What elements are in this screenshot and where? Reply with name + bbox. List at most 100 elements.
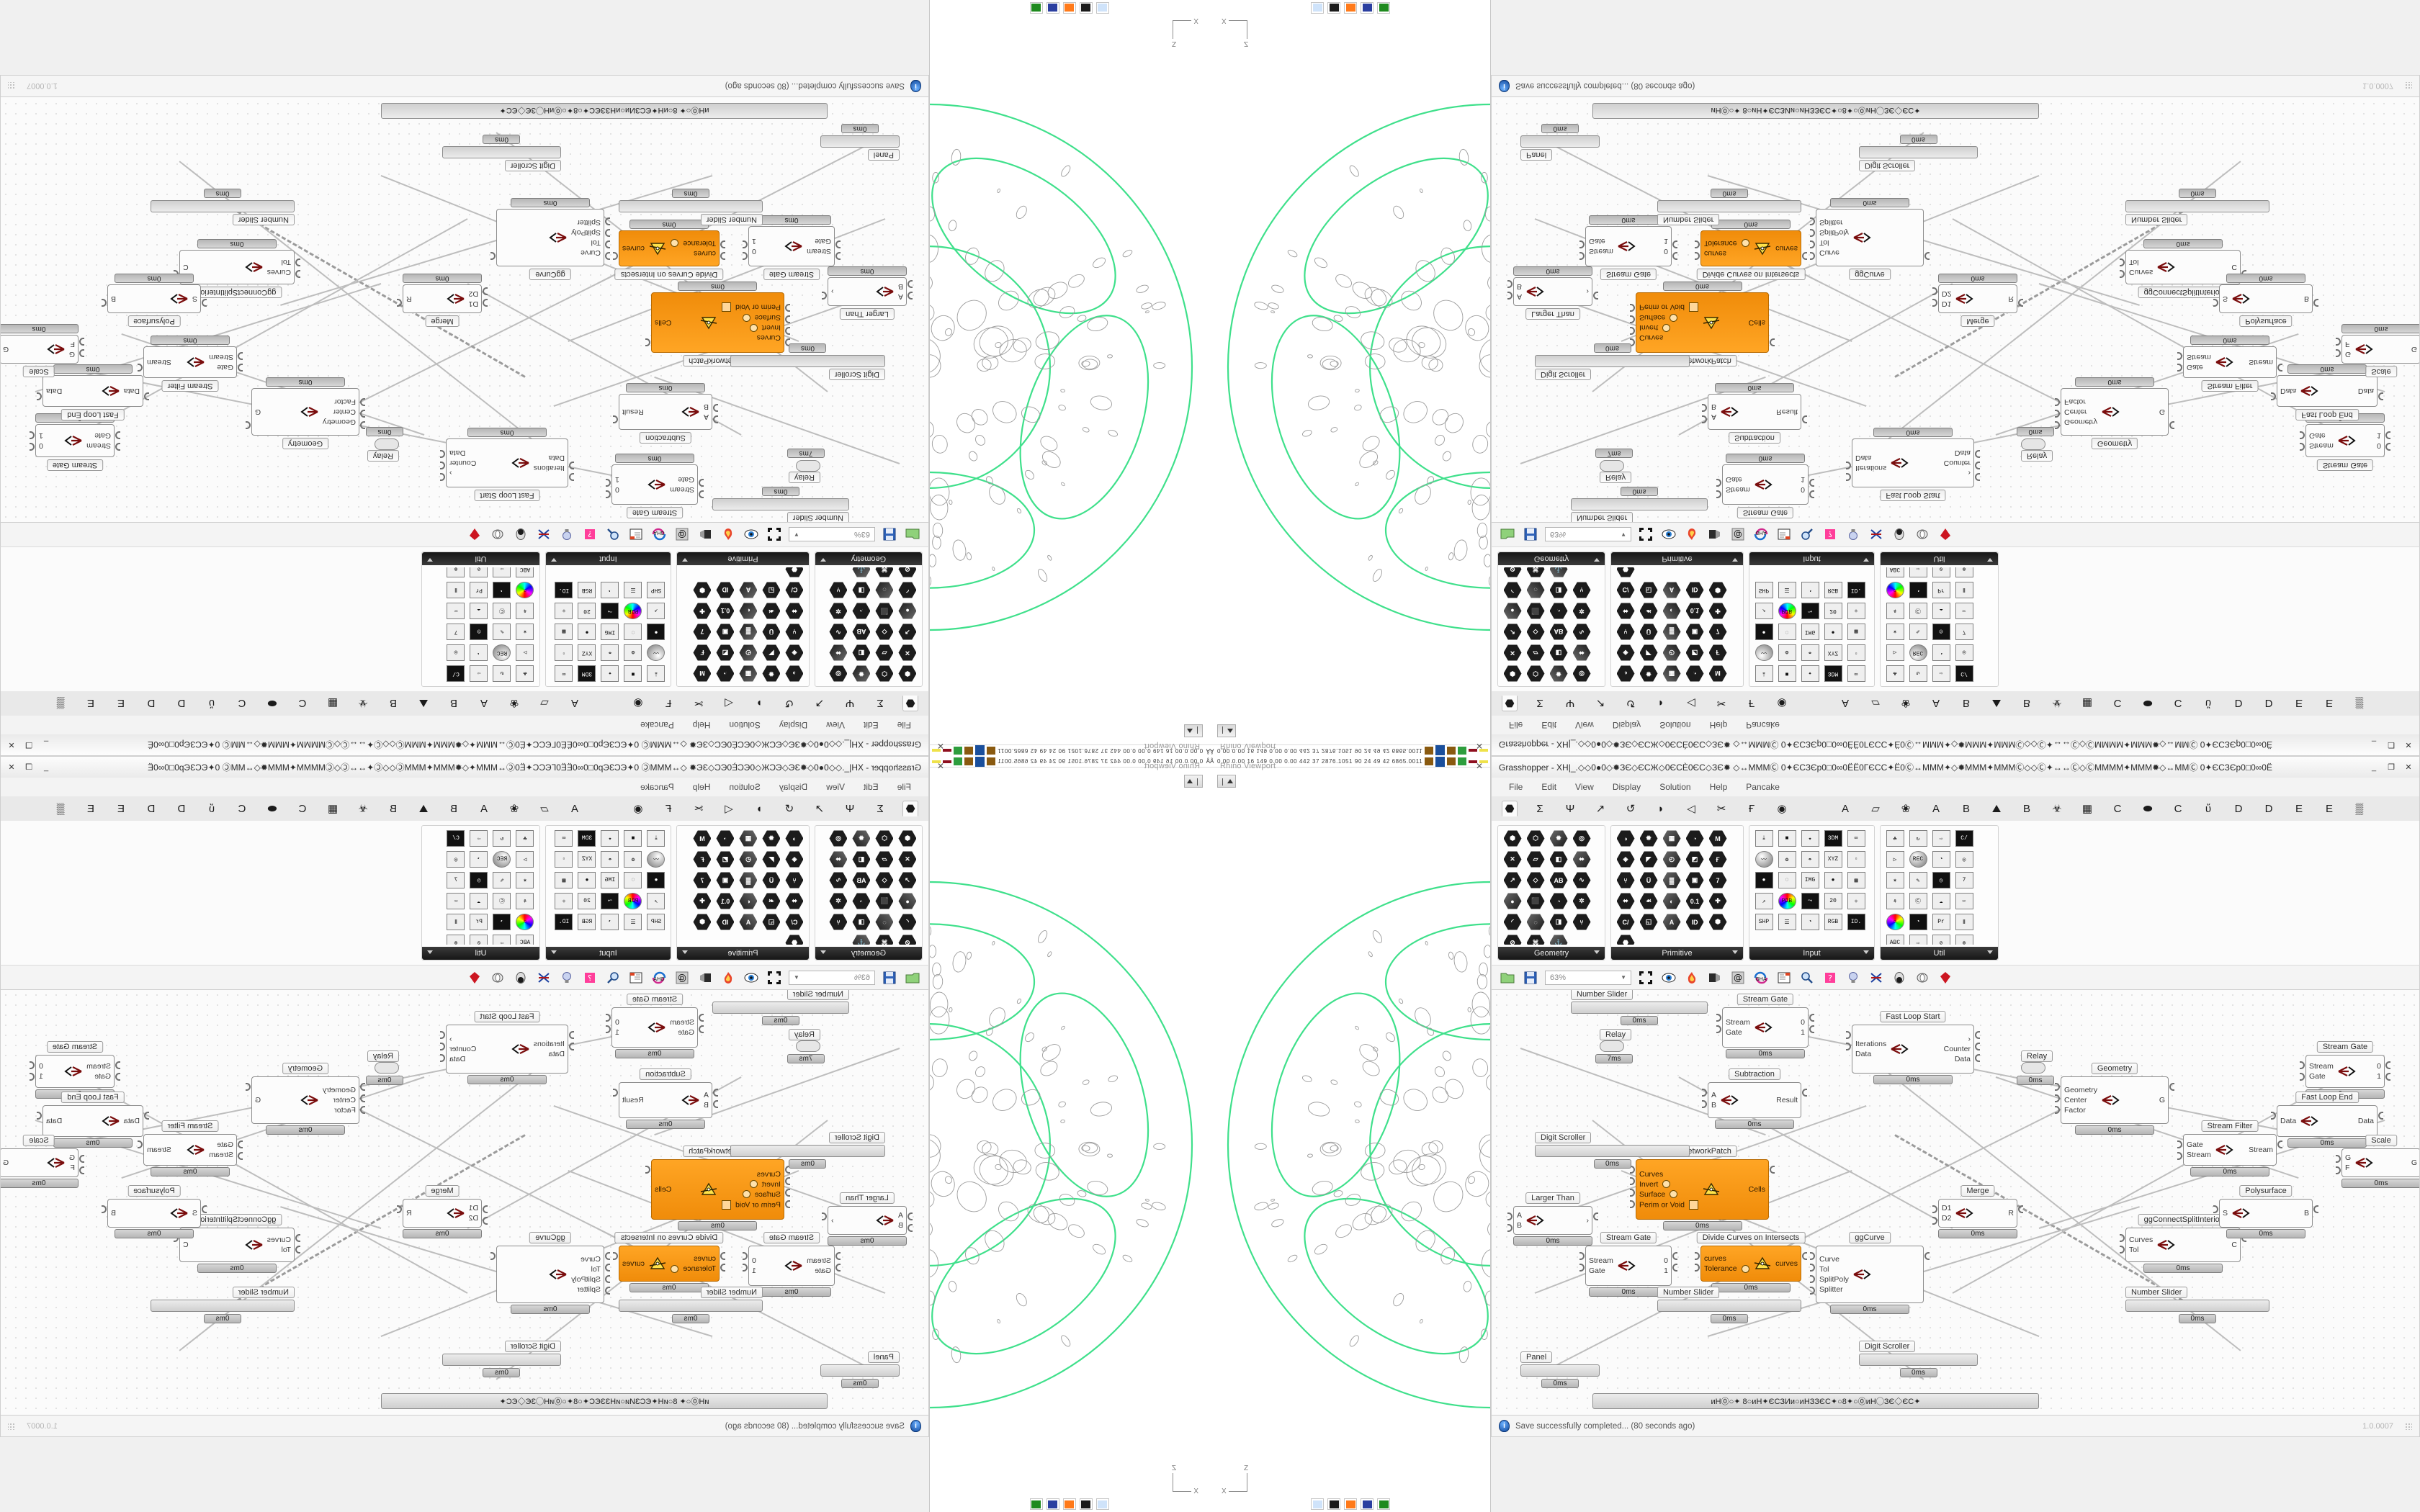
ribbon-group-label[interactable]: Geometry bbox=[815, 947, 922, 960]
component-button[interactable]: ⤳ bbox=[599, 891, 621, 911]
port-toggle[interactable] bbox=[1662, 1180, 1671, 1189]
output-port-label[interactable]: Cells bbox=[655, 318, 672, 327]
port-connector[interactable] bbox=[699, 1014, 704, 1022]
gh-component-node[interactable]: ggCurve Curve Tol SplitPoly Splitter 0ms bbox=[1810, 1232, 1930, 1314]
cluster-icon[interactable] bbox=[1706, 969, 1724, 986]
component-button[interactable]: ↻ bbox=[1907, 664, 1929, 683]
gh-canvas[interactable]: Number Slider 0ms Stream Gate Stream Gate 0 1 0… bbox=[0, 989, 929, 1416]
port-connector[interactable] bbox=[1507, 1224, 1512, 1232]
dropdown-arrow-icon[interactable] bbox=[682, 950, 688, 954]
component-button[interactable]: ∿ bbox=[828, 622, 849, 642]
input-port[interactable]: Data bbox=[2280, 1117, 2296, 1125]
component-button[interactable]: ⬛ bbox=[1525, 601, 1546, 621]
component-button[interactable]: ◷ bbox=[468, 870, 490, 890]
ribbon-group-util[interactable]: ☘ ↻ ⇨ C/▷ REC ◔ ◎ ✶ ✎ ◷ 7 ⚘ Ⓒ ☁ ✂ ○ ◔ Pr Ⅱ ABC ⇨ ⊘ ⊗ Util bbox=[1880, 552, 1999, 687]
tab-params[interactable]: ⬣ bbox=[1502, 801, 1518, 816]
component-button[interactable]: ⇨ bbox=[491, 933, 513, 945]
gh-canvas[interactable]: Number Slider 0ms Stream Gate Stream Gate 0 1 0… bbox=[1491, 989, 2420, 1416]
component-button[interactable]: A bbox=[738, 580, 759, 600]
component-button[interactable]: ◩ bbox=[1684, 643, 1706, 662]
gha-icon[interactable]: GHA bbox=[1752, 526, 1770, 544]
output-port-label[interactable]: curves bbox=[622, 244, 645, 253]
port-connector[interactable] bbox=[490, 252, 496, 260]
ribbon-group-label[interactable]: Primitive bbox=[1611, 947, 1743, 960]
component-button[interactable]: 0.1 bbox=[714, 601, 736, 621]
ribbon-group-primitive[interactable]: ◑ ✹ ▦ ◔ M ◈ ◤ ◴ ◩ Ғ ⑂ Ü ▓ ▣ 7 ⬌ ☙ ◐ 0.1 ✚ C/◱ A ID ⬢ ⬣ Primitive bbox=[676, 552, 810, 687]
component-button[interactable]: ↗ bbox=[897, 622, 918, 642]
component-button[interactable]: ◐ bbox=[1661, 601, 1682, 621]
output-port-label[interactable]: C bbox=[2231, 1241, 2237, 1249]
output-port-label[interactable]: 0 bbox=[752, 247, 756, 256]
input-port[interactable]: G bbox=[2345, 1153, 2351, 1162]
component-button[interactable]: ✹ bbox=[761, 664, 782, 683]
component-button[interactable]: ⌘ bbox=[874, 567, 895, 579]
preview-eye-icon[interactable] bbox=[1660, 526, 1677, 544]
component-button[interactable]: Ⓒ bbox=[1907, 601, 1929, 621]
component-button[interactable]: 〰 bbox=[645, 643, 667, 662]
search-icon[interactable] bbox=[604, 969, 622, 986]
ribbon-group-input[interactable]: ⤓ ■ ✦ 3DM ∞ 〰 ❂ ☂ XYZ ▫ ● ◌ IMG ● ▦ ↗ PDB ⤳ 20 ⚛ SHP ☰ ◔ RGB ID.… bbox=[1749, 552, 1875, 687]
open-file-icon[interactable] bbox=[904, 526, 921, 544]
port-connector[interactable] bbox=[743, 252, 748, 260]
component-button[interactable]: 7 bbox=[1953, 622, 1975, 642]
component-button[interactable]: ⬢ bbox=[1502, 664, 1523, 683]
input-port[interactable]: Stream bbox=[2309, 441, 2334, 450]
gh-component-node[interactable]: Scale G F G 0ms bbox=[0, 324, 84, 377]
maximize-button[interactable]: ❐ bbox=[2388, 763, 2395, 772]
open-file-icon[interactable] bbox=[904, 969, 921, 986]
component-button[interactable]: ◐ bbox=[738, 601, 759, 621]
component-button[interactable]: ▫ bbox=[553, 643, 575, 662]
output-port-label[interactable]: Result bbox=[622, 408, 644, 416]
component-button[interactable]: Ⓒ bbox=[491, 891, 513, 911]
input-port[interactable]: Stream bbox=[1726, 485, 1750, 494]
output-port-label[interactable]: C bbox=[2231, 263, 2237, 271]
output-port-label[interactable]: C bbox=[183, 1241, 189, 1249]
menu-item-edit[interactable]: Edit bbox=[1541, 720, 1557, 730]
port-connector[interactable] bbox=[238, 1140, 243, 1148]
input-port[interactable]: Invert bbox=[1639, 324, 1698, 333]
output-port-label[interactable]: G bbox=[255, 1096, 261, 1104]
tab-c2[interactable]: C bbox=[238, 802, 246, 815]
component-button[interactable]: ✹ bbox=[1638, 829, 1659, 848]
component-button[interactable]: ◑ bbox=[784, 664, 805, 683]
node-body[interactable]: Geometry Center Factor G bbox=[2055, 1076, 2174, 1124]
node-body[interactable]: Stream Gate 0 1 bbox=[606, 1007, 704, 1048]
input-port[interactable]: B bbox=[704, 1101, 709, 1110]
tab-b2[interactable]: B bbox=[2022, 697, 2030, 710]
output-port-label[interactable]: 1 bbox=[615, 1028, 619, 1037]
port-connector[interactable] bbox=[2385, 1073, 2390, 1081]
component-button[interactable]: ↻ bbox=[491, 829, 513, 848]
tab-d2[interactable]: D bbox=[2264, 802, 2273, 815]
component-button[interactable]: ◔ bbox=[491, 912, 513, 932]
component-button[interactable]: ⬌ bbox=[1615, 601, 1636, 621]
component-button[interactable]: ⤓ bbox=[645, 829, 667, 848]
gh-ribbon[interactable]: ⬢ ⬡ ✹ ◎ ✕ ▱ ◧ ⬌ ↗ ◇ AB ∿ ● ⬛ ◔ ✲ ◜ ◌ ◨ ⑂ ⊘ ⌘ ⚓ Geometry ◑ ✹ ▦ ◔ M ◈ ◤ ◴… bbox=[1491, 821, 2420, 965]
component-button[interactable]: ◤ bbox=[761, 643, 782, 662]
tab-mountain[interactable]: ⛰ bbox=[1991, 802, 2002, 815]
port-connector[interactable] bbox=[605, 1252, 610, 1260]
tab-surface[interactable]: ◗ bbox=[756, 802, 763, 815]
zoom-level-input[interactable]: 63% ▼ bbox=[789, 970, 875, 985]
component-button[interactable]: ▷ bbox=[514, 643, 536, 662]
tab-d1[interactable]: D bbox=[2234, 697, 2243, 710]
shade-icon[interactable] bbox=[1914, 969, 1931, 986]
component-button[interactable]: SHP bbox=[645, 912, 667, 932]
input-port[interactable]: Curves bbox=[1639, 1170, 1698, 1179]
output-port-label[interactable]: R bbox=[2008, 294, 2014, 303]
component-button[interactable]: ◔ bbox=[1930, 643, 1952, 662]
port-connector[interactable] bbox=[1695, 240, 1700, 248]
port-connector[interactable] bbox=[115, 1073, 120, 1081]
port-connector[interactable] bbox=[908, 1212, 913, 1220]
port-connector[interactable] bbox=[1716, 490, 1721, 498]
component-button[interactable]: ◧ bbox=[1548, 643, 1569, 662]
port-connector[interactable] bbox=[79, 338, 84, 346]
component-button[interactable]: ◇ bbox=[1525, 622, 1546, 642]
port-connector[interactable] bbox=[102, 299, 107, 307]
menu-item-file[interactable]: File bbox=[1509, 782, 1523, 792]
input-port[interactable]: curves bbox=[1704, 1254, 1749, 1263]
output-port-label[interactable]: G bbox=[2159, 408, 2165, 416]
component-button[interactable]: ⑂ bbox=[784, 622, 805, 642]
component-button[interactable]: ✕ bbox=[897, 643, 918, 662]
